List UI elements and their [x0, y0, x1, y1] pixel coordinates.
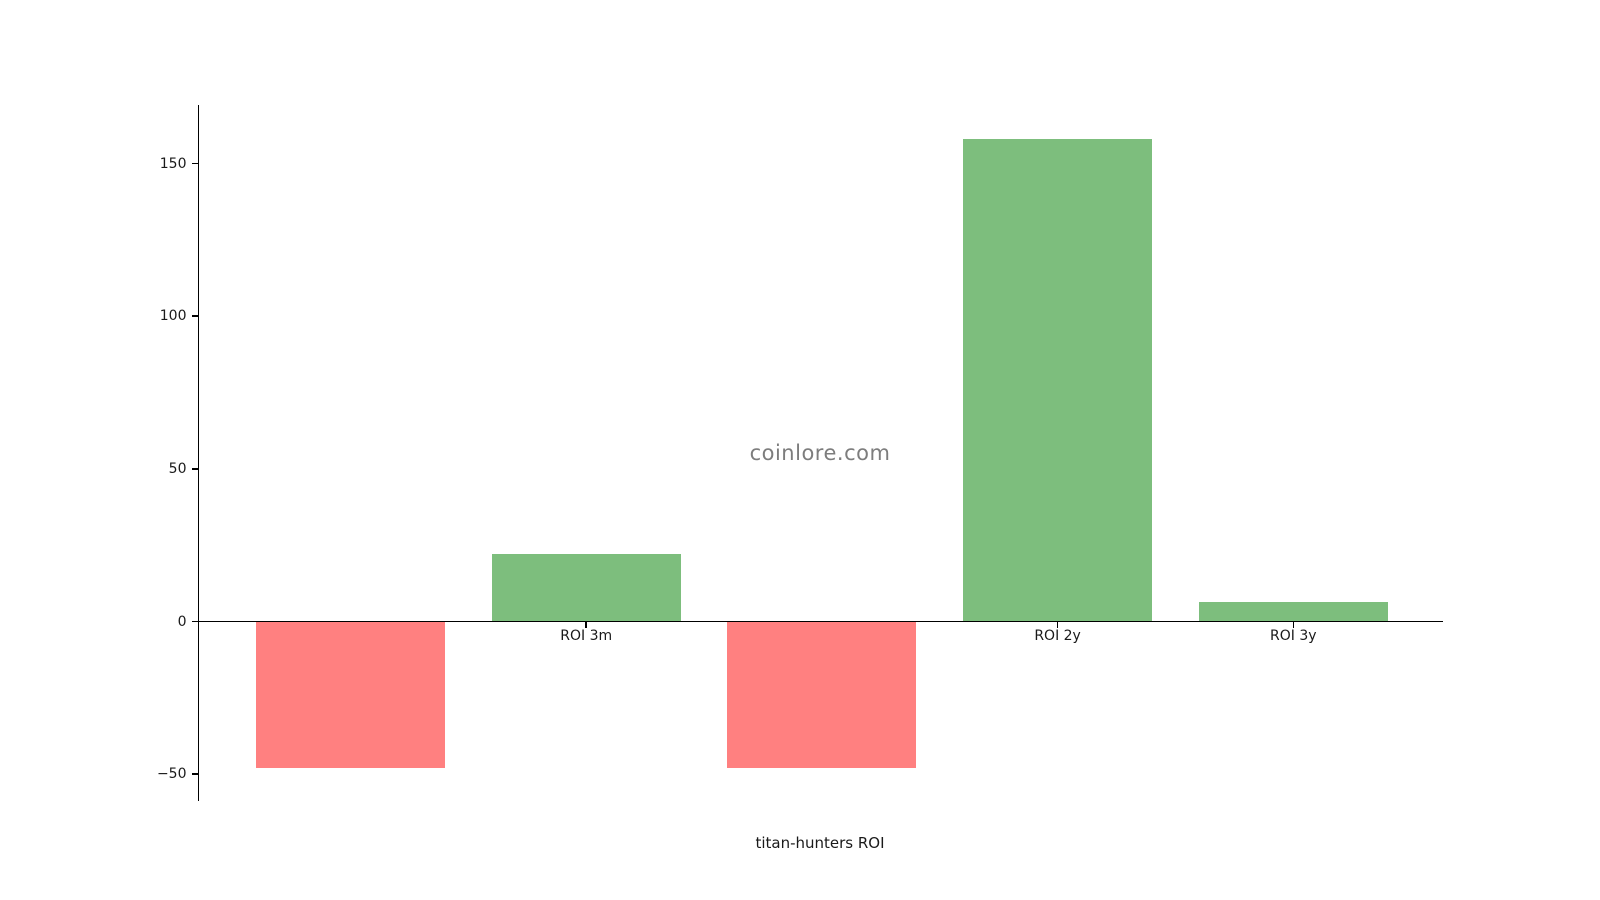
y-tick-label: 100: [159, 308, 187, 325]
y-tick-mark: [191, 315, 198, 317]
bar-roi-3y: [1198, 601, 1388, 622]
bar-bar-3: [727, 621, 917, 769]
y-tick-mark: [191, 620, 198, 623]
y-tick-mark: [191, 773, 198, 775]
y-tick-label: 50: [168, 460, 187, 477]
x-axis-line: [197, 620, 1443, 623]
y-tick-label: 0: [177, 613, 187, 630]
y-tick-label: −50: [156, 766, 187, 783]
y-tick-label: 150: [159, 155, 187, 172]
y-tick-mark: [191, 162, 198, 165]
y-tick-mark: [191, 468, 198, 470]
bar-bar-1: [256, 621, 445, 769]
x-tick-label: ROI 2y: [1034, 627, 1081, 644]
x-tick-label: ROI 3m: [560, 627, 613, 644]
x-tick-mark: [1056, 621, 1059, 628]
x-tick-mark: [1292, 621, 1295, 628]
chart-title: titan-hunters ROI: [755, 834, 885, 852]
x-tick-mark: [585, 621, 587, 628]
watermark: coinlore.com: [749, 441, 891, 465]
x-tick-label: ROI 3y: [1270, 627, 1317, 644]
bar-roi-3m: [491, 554, 681, 622]
bar-roi-2y: [963, 139, 1153, 622]
y-axis-line: [197, 105, 200, 801]
